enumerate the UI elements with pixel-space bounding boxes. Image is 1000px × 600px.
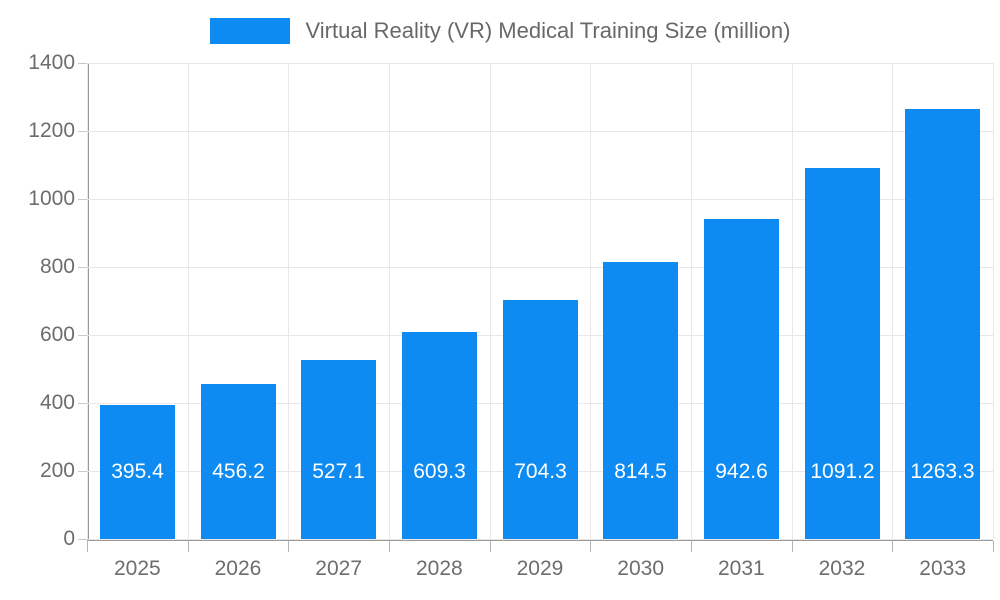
- x-tick-mark: [87, 541, 88, 552]
- y-axis-line: [87, 63, 89, 540]
- gridline-vertical: [288, 63, 289, 539]
- gridline-vertical: [993, 63, 994, 539]
- gridline-horizontal: [87, 199, 993, 200]
- y-axis-tick-label: 0: [63, 527, 75, 550]
- x-axis-tick-label: 2027: [315, 557, 363, 580]
- x-tick-mark: [892, 541, 893, 552]
- y-tick-mark: [78, 539, 87, 540]
- x-axis-tick-label: 2032: [818, 557, 866, 580]
- legend-color-swatch: [209, 18, 290, 44]
- gridline-horizontal: [87, 267, 993, 268]
- y-tick-mark: [78, 403, 87, 404]
- gridline-vertical: [389, 63, 390, 539]
- y-axis-tick-label: 800: [39, 255, 75, 278]
- x-tick-mark: [691, 541, 692, 552]
- chart-legend: Virtual Reality (VR) Medical Training Si…: [0, 8, 1000, 54]
- y-axis-tick-label: 600: [39, 323, 75, 346]
- y-tick-mark: [78, 63, 87, 64]
- bar[interactable]: [100, 404, 175, 539]
- x-axis-line: [87, 539, 993, 541]
- x-tick-mark: [288, 541, 289, 552]
- x-tick-mark: [389, 541, 390, 552]
- x-axis-tick-label: 2030: [617, 557, 665, 580]
- gridline-horizontal: [87, 539, 993, 540]
- bar[interactable]: [805, 168, 880, 539]
- gridline-vertical: [892, 63, 893, 539]
- y-axis-tick-label: 1200: [28, 119, 75, 142]
- y-tick-mark: [78, 335, 87, 336]
- x-tick-mark: [188, 541, 189, 552]
- gridline-horizontal: [87, 63, 993, 64]
- y-tick-mark: [78, 267, 87, 268]
- gridline-horizontal: [87, 131, 993, 132]
- x-axis-tick-label: 2033: [919, 557, 967, 580]
- gridline-vertical: [792, 63, 793, 539]
- y-axis-tick-label: 1400: [28, 51, 75, 74]
- y-tick-mark: [78, 199, 87, 200]
- bar[interactable]: [503, 299, 578, 539]
- gridline-vertical: [188, 63, 189, 539]
- bar[interactable]: [301, 359, 376, 539]
- gridline-vertical: [87, 63, 88, 539]
- y-tick-mark: [78, 471, 87, 472]
- bar[interactable]: [402, 331, 477, 539]
- y-axis-tick-label: 400: [39, 391, 75, 414]
- legend-label: Virtual Reality (VR) Medical Training Si…: [305, 18, 791, 43]
- x-tick-mark: [590, 541, 591, 552]
- y-tick-mark: [78, 131, 87, 132]
- x-axis-tick-label: 2026: [214, 557, 262, 580]
- y-axis-tick-label: 200: [39, 459, 75, 482]
- x-axis-tick-label: 2028: [415, 557, 463, 580]
- bar[interactable]: [201, 383, 276, 539]
- bar[interactable]: [603, 262, 678, 539]
- y-axis-tick-label: 1000: [28, 187, 75, 210]
- x-axis-tick-label: 2029: [516, 557, 564, 580]
- bar[interactable]: [905, 109, 980, 539]
- gridline-vertical: [691, 63, 692, 539]
- plot-area: 395.4 456.2 527.1 609.3 704.3 814.5 942.6 1091.…: [87, 63, 994, 540]
- x-axis-tick-label: 2025: [113, 557, 161, 580]
- x-tick-mark: [993, 541, 994, 552]
- x-axis-tick-label: 2031: [717, 557, 765, 580]
- bar[interactable]: [704, 218, 779, 539]
- x-tick-mark: [792, 541, 793, 552]
- gridline-vertical: [590, 63, 591, 539]
- x-tick-mark: [490, 541, 491, 552]
- gridline-vertical: [490, 63, 491, 539]
